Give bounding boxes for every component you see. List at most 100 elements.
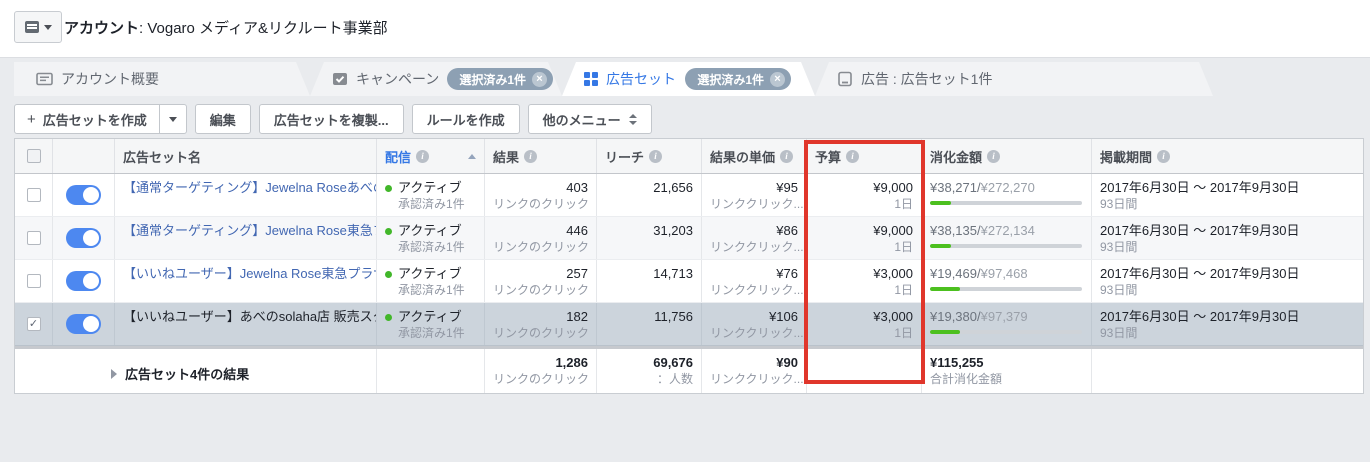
info-icon[interactable] xyxy=(416,149,430,163)
summary-budget-cell xyxy=(807,349,922,393)
summary-reach: 69,676 xyxy=(653,355,693,370)
table-row-selected: ✓ 【いいねユーザー】あべのsolaha店 販売スタッフ アクティブ承認済み1件… xyxy=(15,303,1363,346)
adset-name-link[interactable]: 【いいねユーザー】あべのsolaha店 販売スタッフ xyxy=(123,309,376,324)
summary-delivery-cell xyxy=(377,349,485,393)
account-title: アカウント: Vogaro メディア&リクルート事業部 xyxy=(64,12,388,42)
expand-caret-icon xyxy=(111,368,117,379)
create-adset-button[interactable]: + 広告セットを作成 xyxy=(15,105,160,133)
info-icon[interactable] xyxy=(846,149,860,163)
summary-cost: ¥90 xyxy=(776,355,798,370)
row-toggle-cell xyxy=(53,260,115,302)
column-header-budget[interactable]: 予算 xyxy=(807,139,922,173)
column-header-name[interactable]: 広告セット名 xyxy=(115,139,377,173)
spent-total: ¥97,379 xyxy=(980,309,1028,324)
row-toggle-cell xyxy=(53,174,115,216)
edit-button[interactable]: 編集 xyxy=(194,104,251,134)
column-header-reach[interactable]: リーチ xyxy=(597,139,702,173)
adset-name-link[interactable]: 【通常ターゲティング】Jewelna Roseあべのsol... xyxy=(123,180,376,195)
duplicate-adset-button[interactable]: 広告セットを複製... xyxy=(258,104,404,134)
column-header-schedule[interactable]: 掲載期間 xyxy=(1092,139,1363,173)
adset-name-link[interactable]: 【いいねユーザー】Jewelna Rose東急プラザ表... xyxy=(123,266,376,281)
select-all-checkbox[interactable] xyxy=(26,149,41,163)
adset-name-link[interactable]: 【通常ターゲティング】Jewelna Rose東急プラ... xyxy=(123,223,376,238)
edit-label: 編集 xyxy=(209,112,236,128)
reach-cell: 14,713 xyxy=(597,260,702,302)
delivery-cell: アクティブ 承認済み1件 xyxy=(377,303,485,345)
row-select-cell xyxy=(15,260,53,302)
row-checkbox[interactable] xyxy=(26,274,41,288)
info-icon[interactable] xyxy=(987,149,1001,163)
selected-count-badge: 選択済み1件 × xyxy=(685,68,791,90)
adset-active-toggle[interactable] xyxy=(66,185,101,205)
delivery-status: アクティブ xyxy=(398,266,462,281)
column-header-delivery[interactable]: 配信 xyxy=(377,139,485,173)
tab-campaigns[interactable]: キャンペーン 選択済み1件 × xyxy=(310,62,562,96)
cost-value: ¥76 xyxy=(776,266,798,281)
account-selector-button[interactable] xyxy=(14,11,62,43)
summary-label: 広告セット4件の結果 xyxy=(125,367,250,382)
row-checkbox[interactable] xyxy=(26,231,41,245)
header-label: 広告セット名 xyxy=(123,149,202,165)
reach-value: 11,756 xyxy=(654,309,693,324)
info-icon[interactable] xyxy=(649,149,663,163)
tab-label: 広告 : 広告セット1件 xyxy=(861,71,993,87)
header-label: 予算 xyxy=(815,149,842,165)
create-rule-label: ルールを作成 xyxy=(426,112,505,128)
adset-active-toggle[interactable] xyxy=(66,314,101,334)
tab-account-overview[interactable]: アカウント概要 xyxy=(14,62,310,96)
approval-status: 承認済み1件 xyxy=(398,326,465,340)
row-toggle-cell xyxy=(53,303,115,345)
schedule-range: 2017年6月30日 ～ 2017年9月30日 xyxy=(1100,180,1300,195)
caret-down-icon xyxy=(43,24,52,30)
adsets-table: 広告セット名 配信 結果 リーチ 結果の単価 予算 消化金額 掲載期間 【通常タ… xyxy=(14,138,1364,394)
cost-value: ¥106 xyxy=(769,309,798,324)
more-menu-button[interactable]: 他のメニュー xyxy=(527,104,652,134)
spent-total: ¥272,270 xyxy=(980,180,1035,195)
info-icon[interactable] xyxy=(1157,149,1171,163)
schedule-days: 93日間 xyxy=(1100,326,1138,340)
campaign-check-icon xyxy=(332,71,348,87)
plus-icon: + xyxy=(27,110,36,128)
spent-total: ¥97,468 xyxy=(980,266,1028,281)
create-adset-split-button: + 広告セットを作成 xyxy=(14,104,187,134)
column-header-amount-spent[interactable]: 消化金額 xyxy=(922,139,1092,173)
budget-period: 1日 xyxy=(894,240,913,254)
reach-cell: 21,656 xyxy=(597,174,702,216)
results-value: 403 xyxy=(566,180,588,195)
adset-active-toggle[interactable] xyxy=(66,271,101,291)
row-checkbox-checked[interactable]: ✓ xyxy=(26,317,41,331)
results-type: リンクのクリック xyxy=(493,197,590,211)
badge-text: 選択済み1件 xyxy=(697,72,764,87)
results-cell: 257 リンクのクリック xyxy=(485,260,597,302)
clear-selection-icon[interactable]: × xyxy=(532,72,547,87)
row-checkbox[interactable] xyxy=(26,188,41,202)
info-icon[interactable] xyxy=(780,149,794,163)
column-header-results[interactable]: 結果 xyxy=(485,139,597,173)
sort-ascending-icon xyxy=(468,153,476,159)
tab-ads[interactable]: 広告 : 広告セット1件 xyxy=(815,62,1213,96)
summary-schedule-cell xyxy=(1092,349,1363,393)
spent-total: ¥272,134 xyxy=(980,223,1035,238)
budget-value: ¥9,000 xyxy=(873,180,913,195)
summary-reach-type: ：人数 xyxy=(656,372,693,386)
clear-selection-icon[interactable]: × xyxy=(770,72,785,87)
table-row: 【通常ターゲティング】Jewelna Roseあべのsol... アクティブ承認… xyxy=(15,174,1363,217)
badge-text: 選択済み1件 xyxy=(459,72,526,87)
top-bar: アカウント: Vogaro メディア&リクルート事業部 xyxy=(0,0,1370,58)
ad-icon xyxy=(837,71,853,87)
summary-spent-type: 合計消化金額 xyxy=(930,372,1003,386)
column-header-cost-per-result[interactable]: 結果の単価 xyxy=(702,139,807,173)
cost-type: リンククリック... xyxy=(710,326,804,340)
adset-name-cell: 【いいねユーザー】Jewelna Rose東急プラザ表... xyxy=(115,260,377,302)
active-status-dot xyxy=(385,228,392,235)
info-icon[interactable] xyxy=(524,149,538,163)
summary-label-cell[interactable]: 広告セット4件の結果 xyxy=(15,349,377,393)
create-adset-dropdown[interactable] xyxy=(160,105,186,133)
approval-status: 承認済み1件 xyxy=(398,240,465,254)
tab-adsets[interactable]: 広告セット 選択済み1件 × xyxy=(562,62,815,96)
amount-spent-cell: ¥38,135¥272,134 xyxy=(922,217,1092,259)
adset-active-toggle[interactable] xyxy=(66,228,101,248)
budget-period: 1日 xyxy=(894,326,913,340)
create-rule-button[interactable]: ルールを作成 xyxy=(411,104,520,134)
account-value: : Vogaro メディア&リクルート事業部 xyxy=(139,19,388,37)
